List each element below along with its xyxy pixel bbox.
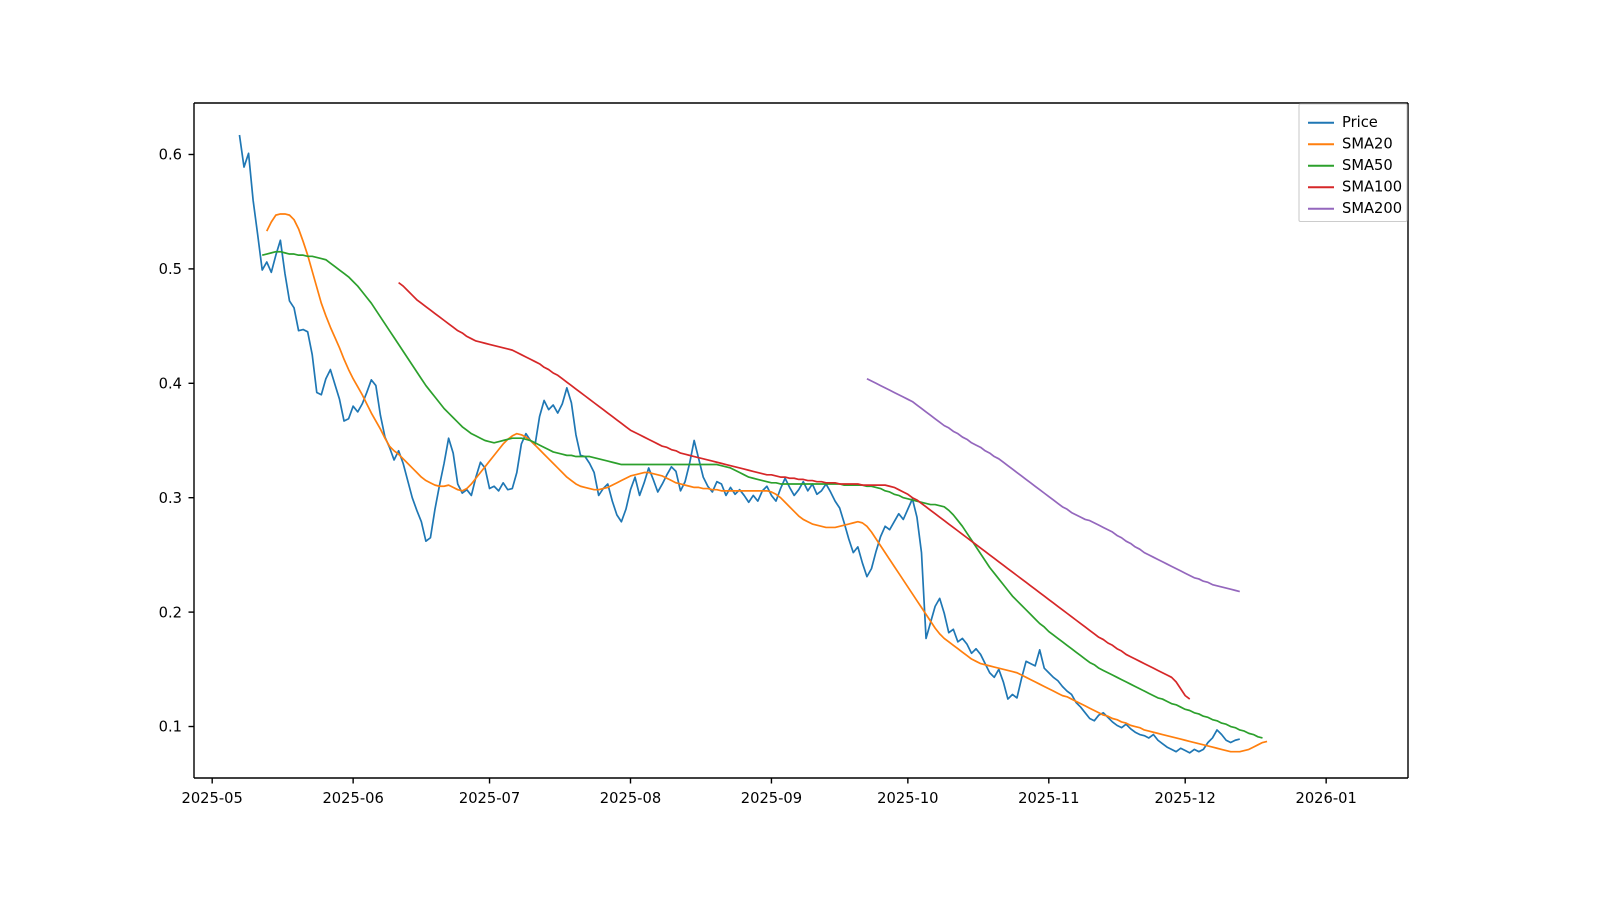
y-axis-ticks: [188, 153, 194, 728]
legend-label-price[interactable]: Price: [1342, 114, 1378, 131]
plot-background: [194, 103, 1408, 778]
x-axis-tick-labels: 2025-05 2025-06 2025-07 2025-08 2025-09 2025-…: [181, 790, 1356, 807]
x-tick-label: 2025-05: [181, 790, 242, 807]
data-series-group: [238, 134, 1268, 754]
x-tick-label: 2025-09: [741, 790, 802, 807]
legend-label-sma200[interactable]: SMA200: [1342, 200, 1402, 217]
y-tick-label: 0.4: [159, 375, 182, 392]
series-line-sma50: [261, 250, 1263, 739]
legend[interactable]: Price SMA20 SMA50 SMA100 SMA200: [1298, 103, 1408, 223]
series-line-sma20: [265, 213, 1268, 753]
series-line-price: [238, 134, 1240, 754]
x-tick-label: 2025-10: [877, 790, 938, 807]
y-axis-tick-labels: 0.1 0.2 0.3 0.4 0.5 0.6: [159, 147, 182, 736]
legend-background: [1298, 103, 1408, 223]
series-line-sma100: [398, 281, 1191, 700]
y-tick-label: 0.1: [159, 719, 182, 736]
y-tick-label: 0.2: [159, 604, 182, 621]
x-tick-label: 2025-07: [459, 790, 520, 807]
y-tick-label: 0.6: [159, 147, 182, 164]
series-line-sma200: [866, 377, 1240, 593]
y-tick-label: 0.5: [159, 261, 182, 278]
y-tick-label: 0.3: [159, 490, 182, 507]
x-tick-label: 2025-11: [1018, 790, 1079, 807]
x-axis-ticks: [211, 778, 1327, 784]
x-tick-label: 2025-08: [600, 790, 661, 807]
legend-label-sma20[interactable]: SMA20: [1342, 135, 1393, 152]
legend-label-sma50[interactable]: SMA50: [1342, 157, 1393, 174]
x-tick-label: 2025-06: [322, 790, 383, 807]
plot-spines: [193, 102, 1409, 779]
legend-label-sma100[interactable]: SMA100: [1342, 178, 1402, 195]
x-tick-label: 2025-12: [1155, 790, 1216, 807]
x-tick-label: 2026-01: [1295, 790, 1356, 807]
